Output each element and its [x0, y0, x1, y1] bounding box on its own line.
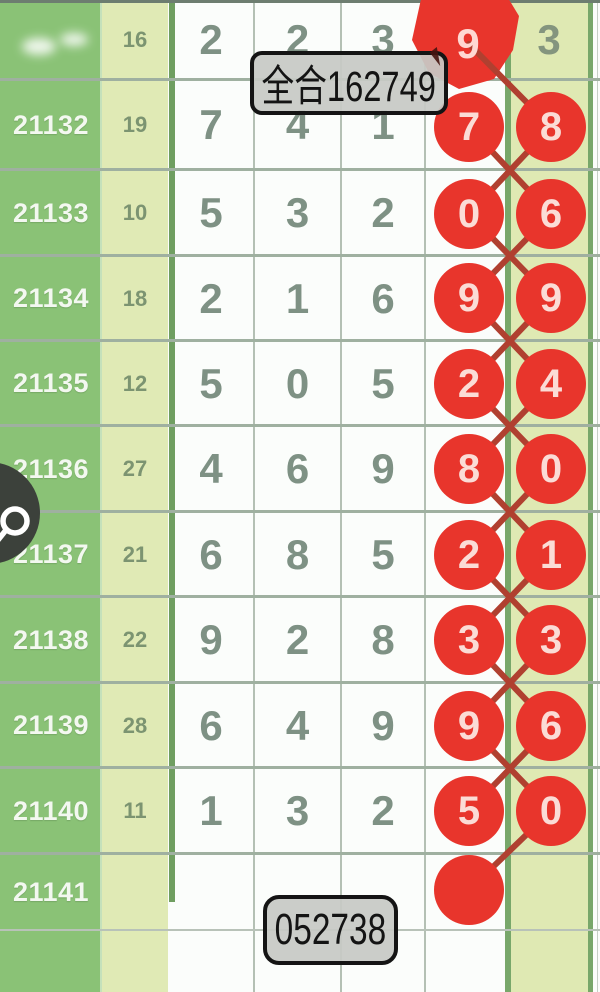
- period-cell: 21140: [12, 795, 90, 826]
- digit-cell: 1: [285, 274, 310, 322]
- grid-hline: [0, 595, 600, 598]
- digit-cell: 3: [285, 189, 310, 236]
- sum-cell: 11: [123, 798, 147, 823]
- grid-vline-green: [505, 0, 511, 992]
- search-fab[interactable]: [0, 462, 40, 564]
- digit-cell: 3: [537, 16, 561, 63]
- sum-cell: 10: [122, 200, 148, 225]
- red-ball: 6: [516, 179, 586, 249]
- red-ball: 4: [516, 349, 586, 419]
- sum-tooltip-label: 全合162749: [261, 63, 437, 111]
- red-ball: 3: [434, 605, 504, 675]
- period-cell: 21141: [12, 877, 90, 907]
- grid-hline: [0, 424, 600, 427]
- grid-hline: [0, 254, 600, 257]
- digit-cell: 5: [371, 359, 395, 407]
- sum-cell: 18: [122, 285, 148, 311]
- digit-cell: 5: [199, 189, 223, 236]
- digit-cell: 9: [199, 616, 223, 663]
- digit-cell: 0: [285, 359, 310, 407]
- period-cell: 21133: [12, 197, 90, 228]
- right-gutter: [591, 0, 600, 992]
- red-ball: 0: [516, 434, 586, 504]
- digit-cell: 2: [285, 616, 310, 663]
- sum-cell: 19: [122, 112, 148, 137]
- period-cell: 21138: [12, 624, 90, 655]
- digit-cell: 6: [371, 274, 395, 322]
- grid-vline: [424, 0, 426, 992]
- grid-vline: [253, 0, 255, 992]
- red-ball: 9: [434, 263, 504, 333]
- digit-cell: 9: [371, 701, 395, 749]
- sum-tooltip: 全合162749: [250, 51, 448, 115]
- red-ball: 8: [516, 92, 586, 162]
- red-ball: 0: [516, 776, 586, 846]
- digit-cell: 1: [199, 787, 223, 834]
- bottom-tooltip-label: 052738: [274, 905, 387, 954]
- grid-vline: [340, 0, 342, 992]
- grid-vline: [100, 0, 102, 992]
- red-ball: 5: [434, 776, 504, 846]
- digit-cell: 5: [199, 359, 223, 407]
- red-ball: 8: [434, 434, 504, 504]
- red-ball: 9: [516, 263, 586, 333]
- sum-cell: 16: [122, 27, 148, 52]
- red-ball-empty: [434, 855, 504, 925]
- sum-cell: 22: [122, 627, 148, 652]
- sum-cell: 12: [122, 370, 148, 396]
- red-ball: 1: [516, 520, 586, 590]
- digit-cell: 6: [199, 701, 223, 749]
- digit-cell: 7: [199, 101, 223, 148]
- search-icon: [0, 506, 30, 542]
- digit-cell: 5: [371, 530, 395, 578]
- grid-hline: [0, 0, 600, 3]
- digit-cell: 9: [371, 445, 395, 492]
- digit-cell: 8: [285, 530, 310, 578]
- red-ball: 9: [434, 691, 504, 761]
- period-cell: 21139: [12, 710, 90, 740]
- period-cell: 21132: [12, 109, 90, 140]
- blurred-text-smudge: [60, 33, 88, 46]
- grid-vline-green: [588, 0, 593, 992]
- digit-cell: 4: [285, 701, 310, 749]
- sum-column-background: [102, 0, 168, 992]
- red-ball: 2: [434, 520, 504, 590]
- digit-cell: 6: [199, 530, 223, 578]
- red-ball: 0: [434, 179, 504, 249]
- red-ball: 2: [434, 349, 504, 419]
- red-ball: 6: [516, 691, 586, 761]
- red-ball: 3: [516, 605, 586, 675]
- digit-cell: 3: [285, 787, 310, 834]
- digit-cell: 4: [199, 445, 223, 492]
- bottom-tooltip: 052738: [263, 895, 398, 965]
- grid-vline-green: [169, 0, 175, 902]
- period-cell: 21134: [12, 283, 90, 313]
- grid-hline: [0, 681, 600, 684]
- period-cell: 21135: [12, 368, 90, 398]
- grid-hline: [0, 510, 600, 513]
- grid-hline: [0, 339, 600, 342]
- grid-vline: [597, 0, 598, 992]
- digit-cell: 8: [371, 616, 395, 663]
- digit-cell: 2: [199, 274, 223, 322]
- grid-hline: [0, 766, 600, 769]
- digit-cell: 2: [371, 189, 395, 236]
- grid-hline: [0, 168, 600, 171]
- sum-cell: 27: [122, 456, 148, 481]
- sum-cell: 21: [122, 541, 148, 567]
- sum-cell: 28: [122, 712, 148, 738]
- digit-cell: 2: [371, 787, 395, 834]
- digit-cell: 6: [285, 445, 310, 492]
- grid-hline: [0, 852, 600, 855]
- blurred-text-smudge: [22, 38, 56, 55]
- digit-cell: 2: [199, 16, 223, 63]
